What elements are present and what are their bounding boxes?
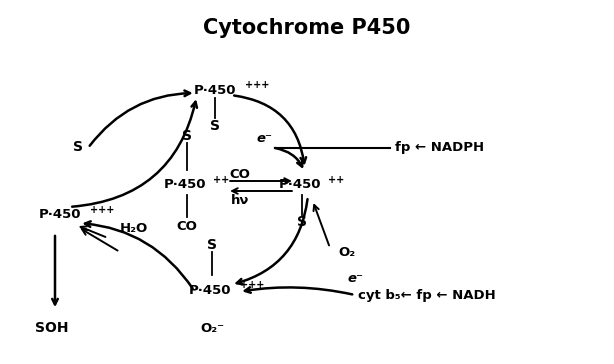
Text: ++: ++ xyxy=(213,175,229,185)
Text: SOH: SOH xyxy=(35,321,69,335)
Text: fp ← NADPH: fp ← NADPH xyxy=(395,142,484,154)
Text: O₂: O₂ xyxy=(338,245,355,258)
Text: CO: CO xyxy=(177,221,198,233)
Text: P·450: P·450 xyxy=(39,209,81,222)
Text: S: S xyxy=(210,119,220,133)
Text: e⁻: e⁻ xyxy=(257,131,273,145)
Text: H₂O: H₂O xyxy=(120,222,148,234)
Text: CO: CO xyxy=(230,167,251,181)
Text: cyt b₅← fp ← NADH: cyt b₅← fp ← NADH xyxy=(358,289,495,301)
Text: O₂⁻: O₂⁻ xyxy=(200,321,224,335)
Text: hν: hν xyxy=(231,194,249,206)
Text: P·450: P·450 xyxy=(164,178,206,191)
Text: Cytochrome P450: Cytochrome P450 xyxy=(203,18,411,38)
Text: P·450: P·450 xyxy=(279,178,321,191)
Text: S: S xyxy=(182,129,192,143)
Text: S: S xyxy=(297,215,307,229)
Text: +++: +++ xyxy=(245,80,270,90)
Text: +++: +++ xyxy=(240,280,265,290)
Text: S: S xyxy=(73,140,83,154)
Text: P·450: P·450 xyxy=(188,284,231,297)
Text: e⁻: e⁻ xyxy=(348,272,364,285)
Text: ++: ++ xyxy=(328,175,344,185)
Text: +++: +++ xyxy=(90,205,114,215)
Text: S: S xyxy=(207,238,217,252)
Text: P·450: P·450 xyxy=(194,83,236,96)
